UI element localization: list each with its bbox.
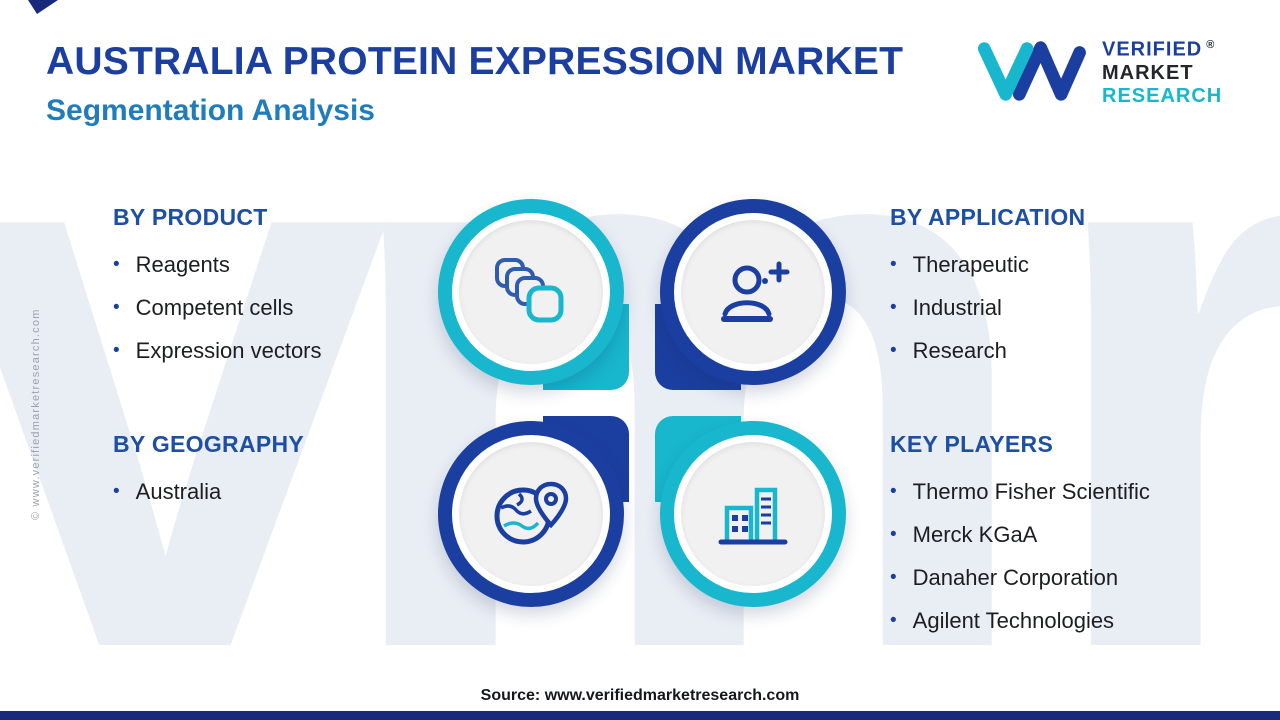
list-item: • Research bbox=[890, 329, 1220, 372]
svg-text:r: r bbox=[1035, 0, 1280, 720]
list-item-label: Therapeutic bbox=[912, 251, 1029, 277]
list-item-label: Australia bbox=[135, 478, 222, 504]
section-by-geography: BY GEOGRAPHY • Australia bbox=[113, 431, 443, 513]
stacked-reagents-icon bbox=[495, 258, 564, 323]
list-item-label: Merck KGaA bbox=[912, 521, 1038, 547]
by-application-heading: BY APPLICATION bbox=[890, 204, 1086, 230]
bullet-icon: • bbox=[890, 609, 897, 631]
geography-quadrant bbox=[433, 416, 629, 612]
segmentation-diagram bbox=[433, 194, 851, 612]
application-disc bbox=[674, 213, 832, 371]
bullet-icon: • bbox=[890, 253, 897, 275]
by-geography-list: • Australia bbox=[113, 470, 443, 513]
bullet-icon: • bbox=[113, 339, 120, 361]
bullet-icon: • bbox=[113, 253, 120, 275]
vmr-logo: VERIFIED ® MARKET RESEARCH bbox=[970, 34, 1222, 108]
page-title: AUSTRALIA PROTEIN EXPRESSION MARKET bbox=[46, 40, 904, 83]
list-item-label: Expression vectors bbox=[135, 337, 322, 363]
application-quadrant bbox=[655, 194, 851, 390]
list-item: • Industrial bbox=[890, 286, 1220, 329]
geography-disc bbox=[452, 435, 610, 593]
list-item-label: Thermo Fisher Scientific bbox=[912, 478, 1150, 504]
key-players-disc bbox=[674, 435, 832, 593]
section-by-application: BY APPLICATION • Therapeutic • Industrial … bbox=[890, 204, 1220, 372]
bullet-icon: • bbox=[113, 480, 120, 502]
list-item: • Danaher Corporation bbox=[890, 556, 1220, 599]
list-item-label: Competent cells bbox=[135, 294, 294, 320]
by-geography-heading: BY GEOGRAPHY bbox=[113, 431, 305, 457]
section-by-product: BY PRODUCT • Reagents • Competent cells • E… bbox=[113, 204, 443, 372]
bullet-icon: • bbox=[890, 339, 897, 361]
registered-mark: ® bbox=[1206, 39, 1216, 51]
bullet-icon: • bbox=[890, 296, 897, 318]
product-circle bbox=[438, 199, 624, 385]
bottom-accent-bar bbox=[0, 711, 1280, 720]
list-item-label: Reagents bbox=[135, 251, 230, 277]
geography-circle bbox=[438, 421, 624, 607]
list-item: • Merck KGaA bbox=[890, 513, 1220, 556]
logo-market: MARKET bbox=[1102, 61, 1194, 84]
list-item: • Therapeutic bbox=[890, 243, 1220, 286]
key-players-heading: KEY PLAYERS bbox=[890, 431, 1054, 457]
bullet-icon: • bbox=[890, 523, 897, 545]
svg-text:v: v bbox=[0, 0, 395, 720]
globe-location-icon bbox=[494, 481, 569, 545]
vmr-logo-mark-icon bbox=[977, 41, 1086, 101]
list-item: • Australia bbox=[113, 470, 443, 513]
list-item-label: Agilent Technologies bbox=[912, 607, 1115, 633]
page-subtitle: Segmentation Analysis bbox=[46, 94, 375, 127]
logo-verified: VERIFIED ® bbox=[1102, 38, 1216, 61]
list-item: • Competent cells bbox=[113, 286, 443, 329]
buildings-icon bbox=[718, 487, 788, 545]
list-item: • Thermo Fisher Scientific bbox=[890, 470, 1220, 513]
key-players-quadrant bbox=[655, 416, 851, 612]
bullet-icon: • bbox=[113, 296, 120, 318]
list-item-label: Danaher Corporation bbox=[912, 564, 1119, 590]
product-quadrant bbox=[433, 194, 629, 390]
application-circle bbox=[660, 199, 846, 385]
section-key-players: KEY PLAYERS • Thermo Fisher Scientific • M… bbox=[890, 431, 1220, 642]
list-item: • Reagents bbox=[113, 243, 443, 286]
by-product-list: • Reagents • Competent cells • Expression v… bbox=[113, 243, 443, 372]
list-item-label: Industrial bbox=[912, 294, 1002, 320]
source-line: Source: www.verifiedmarketresearch.com bbox=[480, 687, 800, 704]
list-item: • Expression vectors bbox=[113, 329, 443, 372]
list-item-label: Research bbox=[912, 337, 1007, 363]
key-players-circle bbox=[660, 421, 846, 607]
by-application-list: • Therapeutic • Industrial • Research bbox=[890, 243, 1220, 372]
vmr-logo-wordmark: VERIFIED ® MARKET RESEARCH bbox=[1102, 34, 1222, 108]
by-product-heading: BY PRODUCT bbox=[113, 204, 268, 230]
person-plus-icon bbox=[721, 261, 790, 322]
bullet-icon: • bbox=[890, 480, 897, 502]
side-copyright: © www.verifiedmarketresearch.com bbox=[30, 308, 42, 520]
list-item: • Agilent Technologies bbox=[890, 599, 1220, 642]
product-disc bbox=[452, 213, 610, 371]
bullet-icon: • bbox=[890, 566, 897, 588]
key-players-list: • Thermo Fisher Scientific • Merck KGaA • D… bbox=[890, 470, 1220, 642]
logo-research: RESEARCH bbox=[1102, 84, 1223, 107]
